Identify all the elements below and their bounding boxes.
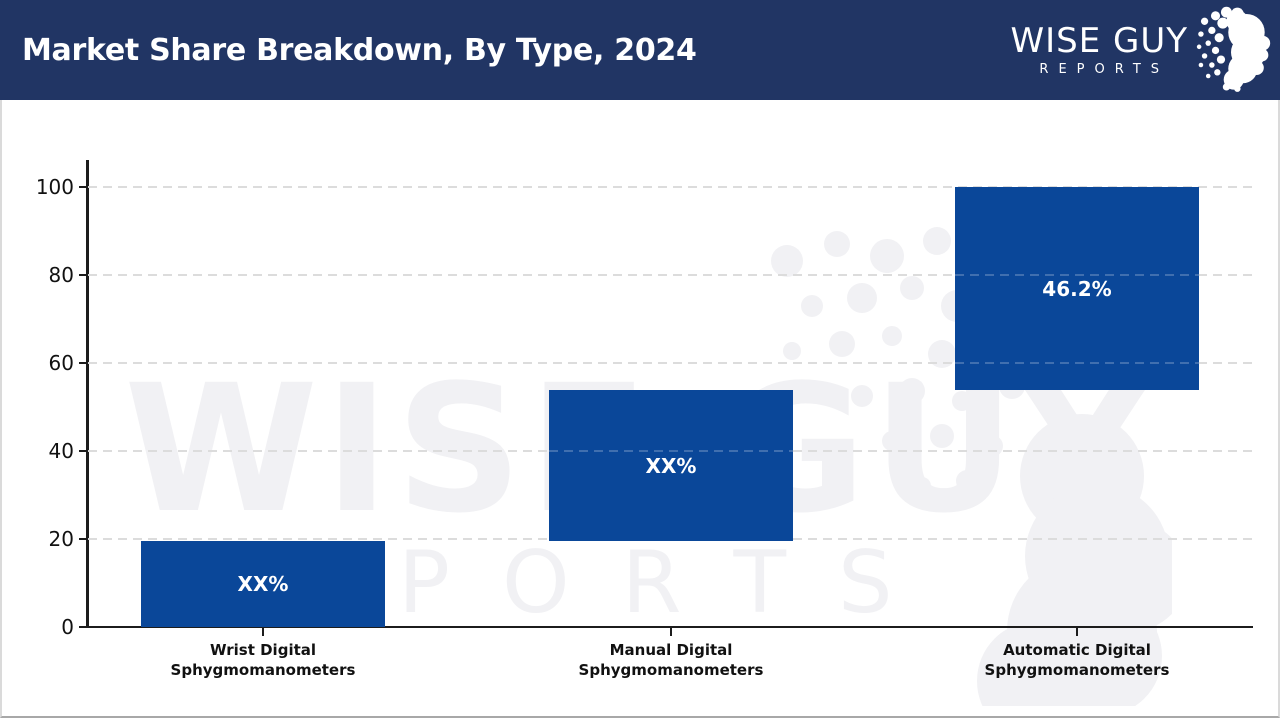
bar-2 xyxy=(549,390,793,542)
category-label-line: Sphygmomanometers xyxy=(170,661,356,679)
y-tick-mark xyxy=(79,538,87,540)
chart-title: Market Share Breakdown, By Type, 2024 xyxy=(22,32,697,68)
x-tick-mark xyxy=(1076,628,1078,636)
x-tick-mark xyxy=(670,628,672,636)
logo-wordmark: WISE GUY xyxy=(1010,21,1188,61)
y-tick-label: 0 xyxy=(61,615,74,639)
header-bar: Market Share Breakdown, By Type, 2024 WI… xyxy=(0,0,1280,100)
bar-1 xyxy=(141,541,385,627)
gridline-over-bar xyxy=(549,449,793,452)
y-tick-mark xyxy=(79,186,87,188)
gridline-y-80 xyxy=(88,274,1253,276)
y-tick-label: 80 xyxy=(48,263,74,287)
bar-value-label: XX% xyxy=(237,572,289,597)
x-axis-line xyxy=(86,625,1253,628)
y-tick-label: 40 xyxy=(48,439,74,463)
x-tick-mark xyxy=(262,628,264,636)
category-label: Manual Digital Sphygmomanometers xyxy=(511,640,831,680)
category-label-line: Manual Digital xyxy=(609,641,733,659)
gridline-over-bar xyxy=(955,274,1199,276)
y-tick-mark xyxy=(79,450,87,452)
wise-guy-reports-logo: WISE GUY REPORTS xyxy=(1010,4,1272,96)
dotted-head-icon xyxy=(1196,6,1271,92)
category-label: Wrist Digital Sphygmomanometers xyxy=(103,640,423,680)
category-label-line: Sphygmomanometers xyxy=(984,661,1170,679)
y-axis-line xyxy=(86,160,89,628)
y-tick-mark xyxy=(79,274,87,276)
bar-value-label: 46.2% xyxy=(1042,276,1112,301)
logo-subtext: REPORTS xyxy=(1039,62,1170,77)
bar-3 xyxy=(955,187,1199,391)
category-label-line: Automatic Digital xyxy=(1003,641,1151,659)
gridline-y-60 xyxy=(88,362,1253,364)
category-label-line: Sphygmomanometers xyxy=(578,661,764,679)
y-tick-mark xyxy=(79,626,87,628)
category-label-line: Wrist Digital xyxy=(209,641,317,659)
y-tick-label: 100 xyxy=(35,175,74,199)
y-tick-label: 20 xyxy=(48,527,74,551)
bar-value-label: XX% xyxy=(645,453,697,478)
category-label: Automatic Digital Sphygmomanometers xyxy=(917,640,1237,680)
gridline-y-100 xyxy=(88,186,1253,188)
logo-text: WISE GUY REPORTS xyxy=(1010,24,1188,76)
y-tick-mark xyxy=(79,362,87,364)
gridline-over-bar xyxy=(955,362,1199,364)
y-tick-label: 60 xyxy=(48,351,74,375)
